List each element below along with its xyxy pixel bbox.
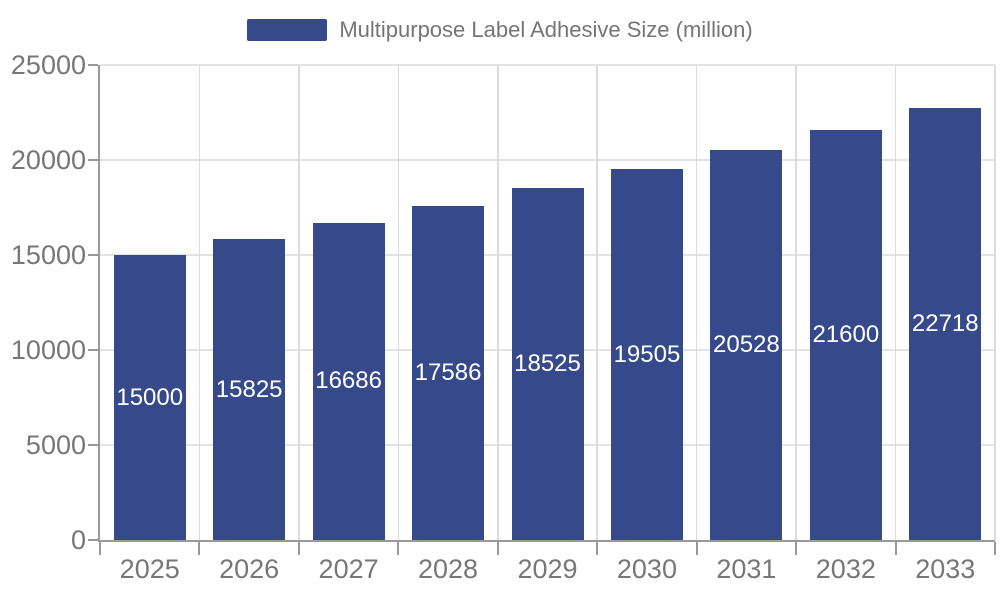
bar[interactable]: 15825	[213, 239, 286, 540]
bar-value-label: 17586	[414, 358, 482, 386]
bar[interactable]: 18525	[511, 188, 584, 540]
h-gridline	[100, 64, 995, 66]
x-axis-tick	[99, 542, 101, 555]
h-gridline	[100, 159, 995, 161]
bar[interactable]: 20528	[710, 149, 783, 540]
bar[interactable]: 19505	[610, 169, 683, 540]
y-axis-tick	[88, 444, 98, 446]
x-axis-tick	[397, 542, 400, 555]
x-axis-tick	[994, 542, 996, 555]
x-axis-tick	[795, 542, 798, 555]
x-tick-label: 2029	[517, 554, 578, 584]
x-tick-label: 2028	[418, 554, 479, 584]
x-axis-tick	[894, 542, 897, 555]
x-tick-label: 2031	[716, 554, 777, 584]
y-axis-tick	[88, 254, 98, 256]
v-gridline	[397, 65, 400, 540]
x-axis-tick	[695, 542, 698, 555]
bar[interactable]: 21600	[809, 129, 882, 540]
bar[interactable]: 22718	[909, 108, 982, 540]
y-axis-tick	[88, 159, 98, 161]
x-axis-tick	[596, 542, 599, 555]
x-tick-label: 2025	[119, 554, 180, 584]
y-tick-label: 5000	[25, 430, 86, 460]
v-gridline	[497, 65, 499, 540]
x-axis-tick	[496, 542, 499, 555]
v-gridline	[198, 65, 201, 540]
y-axis-line	[98, 65, 100, 542]
bar-value-label: 19505	[613, 340, 681, 368]
bar-value-label: 18525	[514, 350, 581, 378]
bar-value-label: 15000	[116, 383, 184, 411]
y-tick-label: 20000	[10, 145, 86, 175]
v-gridline	[894, 65, 897, 540]
bar-value-label: 15825	[215, 375, 283, 403]
bar[interactable]: 15000	[113, 255, 186, 540]
y-tick-label: 15000	[10, 240, 86, 270]
v-gridline	[596, 65, 598, 540]
v-gridline	[298, 65, 300, 540]
legend-label: Multipurpose Label Adhesive Size (millio…	[339, 17, 753, 42]
y-tick-label: 10000	[10, 335, 86, 365]
legend-item[interactable]: Multipurpose Label Adhesive Size (millio…	[247, 17, 753, 42]
x-tick-label: 2030	[616, 554, 677, 584]
x-tick-label: 2026	[219, 554, 280, 584]
bar-value-label: 20528	[713, 330, 780, 358]
y-tick-label: 25000	[10, 50, 86, 80]
legend: Multipurpose Label Adhesive Size (millio…	[0, 18, 1000, 42]
plot-area: 15000 15825 16686 17586 18525 19505 20528 21600…	[100, 64, 996, 540]
y-axis-tick	[88, 539, 98, 541]
x-tick-label: 2032	[815, 554, 876, 584]
v-gridline	[795, 65, 797, 540]
bar-value-label: 21600	[812, 320, 880, 348]
v-gridline	[994, 65, 996, 540]
x-axis-tick	[198, 542, 201, 555]
x-tick-label: 2027	[318, 554, 379, 584]
y-tick-label: 0	[70, 525, 86, 555]
y-axis-tick	[88, 64, 98, 66]
x-axis-line	[98, 540, 995, 542]
legend-swatch-icon	[247, 19, 328, 41]
bar-value-label: 16686	[315, 367, 382, 395]
y-axis-tick	[88, 349, 98, 351]
x-tick-label: 2033	[915, 554, 976, 584]
v-gridline	[695, 65, 698, 540]
x-axis-tick	[297, 542, 300, 555]
bar[interactable]: 17586	[412, 205, 485, 540]
bar[interactable]: 16686	[312, 222, 385, 540]
bar-value-label: 22718	[911, 310, 979, 338]
